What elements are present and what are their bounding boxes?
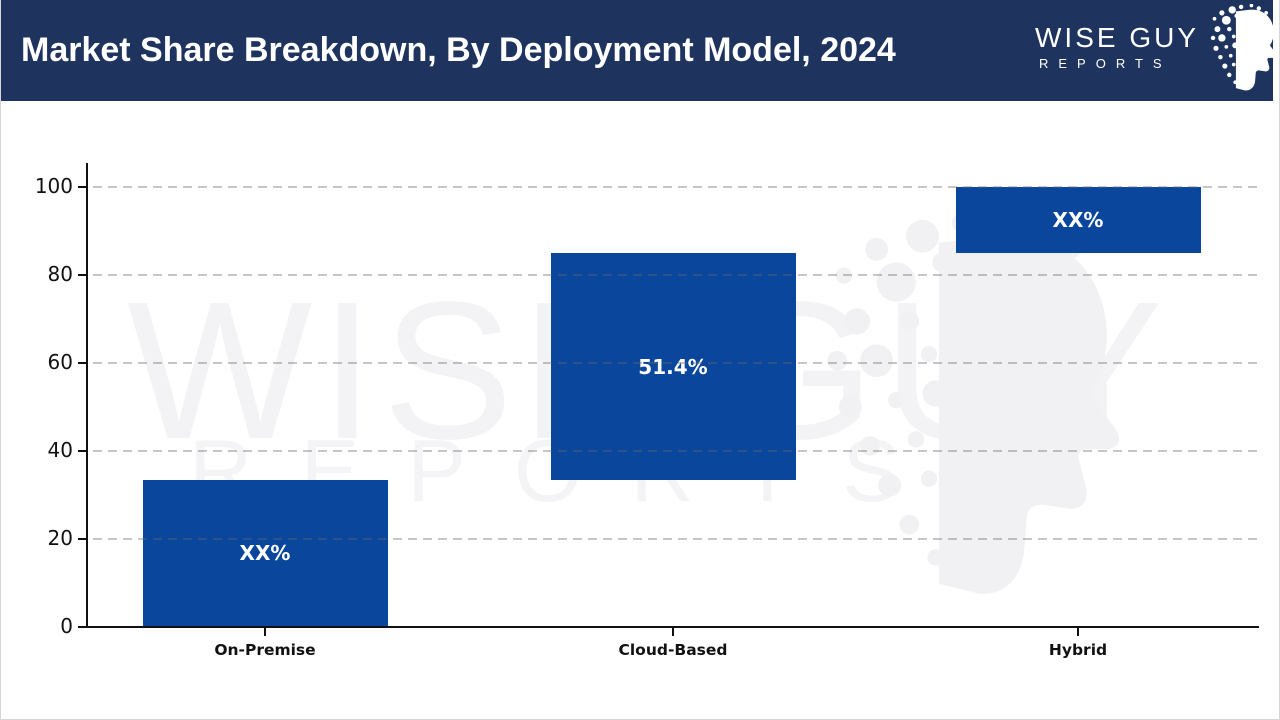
x-axis-label-hybrid: Hybrid bbox=[1048, 641, 1108, 659]
header-bar: Market Share Breakdown, By Deployment Mo… bbox=[1, 0, 1273, 101]
gridline-20 bbox=[93, 538, 1259, 540]
logo-face-icon bbox=[1209, 4, 1273, 100]
y-tick-mark-80 bbox=[78, 274, 86, 276]
gridline-80 bbox=[93, 274, 1259, 276]
bar-label-on-premise: XX% bbox=[239, 541, 291, 566]
y-tick-label-0: 0 bbox=[60, 614, 73, 638]
y-tick-label-20: 20 bbox=[47, 526, 73, 550]
x-axis-label-cloud-based: Cloud-Based bbox=[618, 641, 728, 659]
gridline-60 bbox=[93, 362, 1259, 364]
y-axis-line bbox=[86, 163, 88, 628]
y-tick-label-80: 80 bbox=[47, 262, 73, 286]
x-axis-label-on-premise: On-Premise bbox=[214, 641, 316, 659]
bar-hybrid: XX% bbox=[955, 187, 1201, 254]
logo-wordmark: WISE GUY bbox=[1035, 22, 1200, 53]
y-tick-label-40: 40 bbox=[47, 438, 73, 462]
bar-cloud-based: 51.4% bbox=[550, 253, 796, 480]
y-tick-mark-60 bbox=[78, 362, 86, 364]
y-tick-label-60: 60 bbox=[47, 350, 73, 374]
gridline-40 bbox=[93, 450, 1259, 452]
bar-label-cloud-based: 51.4% bbox=[638, 354, 708, 379]
bar-on-premise: XX% bbox=[142, 479, 388, 627]
logo-subtext: REPORTS bbox=[1039, 56, 1172, 71]
y-tick-label-100: 100 bbox=[34, 174, 73, 198]
x-tick-mark-cloud-based bbox=[672, 628, 674, 636]
x-tick-mark-on-premise bbox=[264, 628, 266, 636]
y-tick-mark-40 bbox=[78, 450, 86, 452]
chart-title: Market Share Breakdown, By Deployment Mo… bbox=[21, 31, 896, 69]
y-tick-mark-0 bbox=[78, 626, 86, 628]
x-axis-line bbox=[86, 626, 1259, 628]
gridline-100 bbox=[93, 186, 1259, 188]
y-tick-mark-100 bbox=[78, 186, 86, 188]
x-tick-mark-hybrid bbox=[1077, 628, 1079, 636]
bar-label-hybrid: XX% bbox=[1052, 208, 1104, 233]
wise-guy-reports-logo: WISE GUY REPORTS bbox=[1029, 0, 1273, 101]
y-tick-mark-20 bbox=[78, 538, 86, 540]
